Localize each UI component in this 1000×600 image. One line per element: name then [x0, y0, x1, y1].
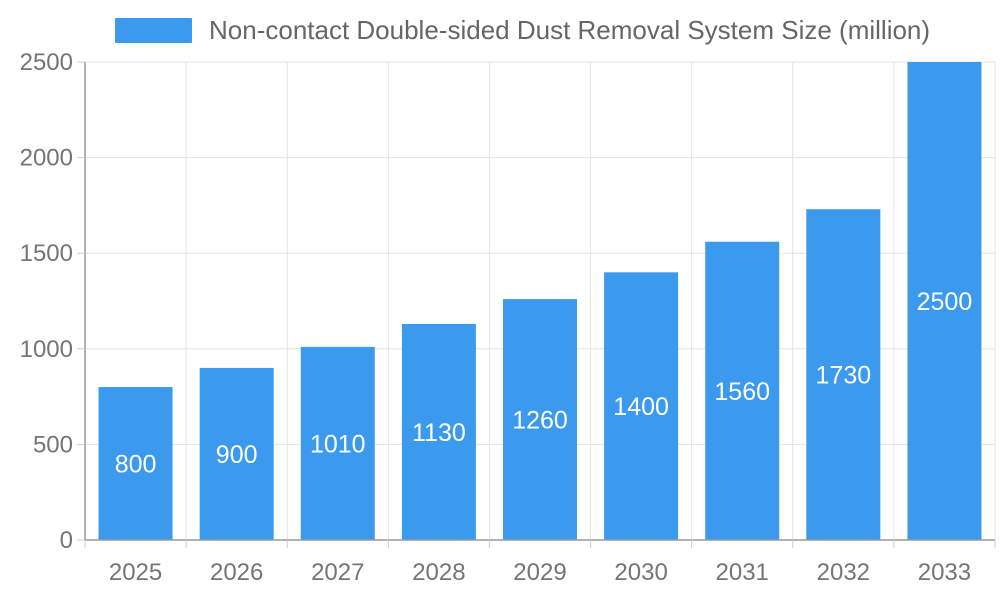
x-tick-label-2028: 2028 — [412, 559, 465, 586]
x-tick-label-2025: 2025 — [109, 559, 162, 586]
bar-2027 — [300, 346, 375, 540]
x-tick-label-2030: 2030 — [614, 559, 667, 586]
bar-2032 — [806, 209, 881, 540]
bar-label-2033: 2500 — [917, 288, 973, 316]
x-tick-label-2029: 2029 — [513, 559, 566, 586]
bar-2033 — [907, 62, 982, 540]
bar-2031 — [705, 241, 780, 540]
x-tick-label-2032: 2032 — [817, 559, 870, 586]
bar-label-2027: 1010 — [310, 430, 366, 458]
y-tick-label-0: 0 — [60, 527, 73, 554]
x-tick-label-2026: 2026 — [210, 559, 263, 586]
bar-label-2026: 900 — [216, 441, 258, 469]
bar-2025 — [98, 387, 173, 540]
legend-label[interactable]: Non-contact Double-sided Dust Removal Sy… — [209, 15, 931, 45]
bar-label-2031: 1560 — [714, 378, 770, 406]
y-tick-label-2000: 2000 — [20, 145, 73, 172]
bar-label-2028: 1130 — [412, 419, 466, 447]
y-tick-label-500: 500 — [33, 431, 73, 458]
y-tick-label-1500: 1500 — [20, 240, 73, 267]
bar-2028 — [401, 323, 476, 540]
x-tick-label-2031: 2031 — [716, 559, 769, 586]
legend-item[interactable]: Non-contact Double-sided Dust Removal Sy… — [115, 16, 930, 44]
x-tick-label-2033: 2033 — [918, 559, 971, 586]
bar-label-2032: 1730 — [816, 362, 872, 390]
bar-2029 — [503, 299, 577, 540]
legend-swatch[interactable] — [115, 17, 192, 43]
bar-label-2025: 800 — [115, 451, 157, 479]
bar-label-2029: 1260 — [512, 407, 568, 435]
bar-2030 — [604, 272, 679, 540]
y-tick-label-2500: 2500 — [20, 49, 73, 76]
bar-label-2030: 1400 — [613, 393, 669, 421]
x-tick-label-2027: 2027 — [311, 559, 364, 586]
bar-2026 — [199, 367, 274, 540]
y-tick-label-1000: 1000 — [20, 336, 73, 363]
